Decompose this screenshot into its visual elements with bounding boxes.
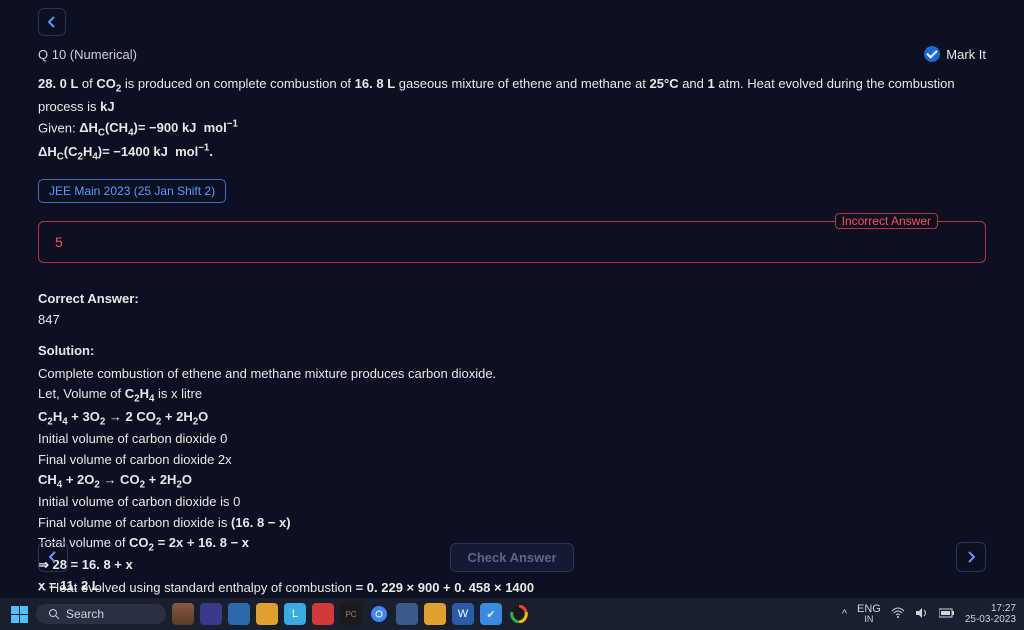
wifi-icon[interactable] [891, 607, 905, 622]
search-icon [48, 608, 60, 620]
taskbar-chrome-icon[interactable] [368, 603, 390, 625]
back-button[interactable] [38, 8, 66, 36]
tray-chevron-icon[interactable]: ^ [842, 608, 847, 620]
taskbar-app-2[interactable] [200, 603, 222, 625]
taskbar-app-8[interactable] [396, 603, 418, 625]
bookmark-icon [924, 46, 940, 62]
taskbar-app-9[interactable] [424, 603, 446, 625]
tray-clock[interactable]: 17:27 25-03-2023 [965, 603, 1016, 625]
taskbar-app-3[interactable] [228, 603, 250, 625]
taskbar-app-4[interactable] [256, 603, 278, 625]
next-button[interactable] [956, 542, 986, 572]
taskbar-app-6[interactable] [312, 603, 334, 625]
incorrect-answer-badge: Incorrect Answer [835, 213, 938, 229]
check-answer-button[interactable]: Check Answer [450, 543, 573, 572]
heat-evolved-line: ∴ Heat evolved using standard enthalpy o… [38, 580, 534, 596]
mark-it-label: Mark It [946, 47, 986, 62]
prev-button[interactable] [38, 542, 68, 572]
question-number: Q 10 (Numerical) [38, 47, 137, 62]
solution-label: Solution: [38, 343, 986, 358]
battery-icon[interactable] [939, 608, 955, 621]
taskbar-app-5[interactable]: L [284, 603, 306, 625]
taskbar-app-11[interactable] [508, 603, 530, 625]
correct-answer-value: 847 [38, 312, 986, 327]
start-button[interactable] [8, 603, 30, 625]
taskbar-word-icon[interactable]: W [452, 603, 474, 625]
taskbar-app-10[interactable]: ✔ [480, 603, 502, 625]
system-tray[interactable]: ^ ENG IN 17:27 25-03-2023 [842, 603, 1016, 625]
volume-icon[interactable] [915, 607, 929, 622]
taskbar-search[interactable]: Search [36, 604, 166, 624]
taskbar-app-7[interactable]: PC [340, 603, 362, 625]
question-text: 28. 0 L of CO2 is produced on complete c… [38, 74, 986, 165]
mark-it-button[interactable]: Mark It [924, 46, 986, 62]
taskbar-app-1[interactable] [172, 603, 194, 625]
taskbar: Search L PC W ✔ ^ ENG IN 17:27 25-03-202… [0, 598, 1024, 630]
correct-answer-label: Correct Answer: [38, 291, 986, 306]
exam-tag[interactable]: JEE Main 2023 (25 Jan Shift 2) [38, 179, 226, 203]
